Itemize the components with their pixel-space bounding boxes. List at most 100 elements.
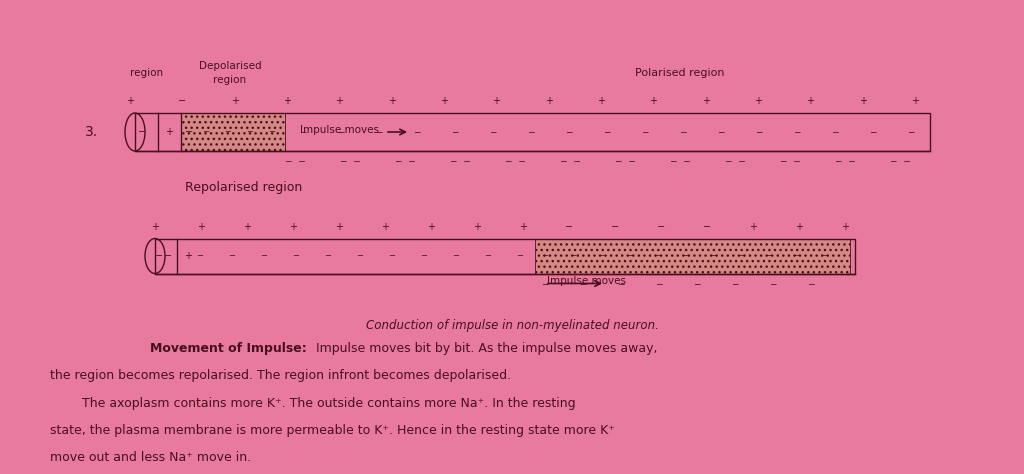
Text: −: − — [260, 252, 267, 261]
Text: +: + — [126, 96, 134, 106]
Text: −: − — [414, 128, 421, 137]
Text: −: − — [299, 128, 307, 137]
Text: +: + — [841, 221, 849, 231]
Text: −: − — [155, 251, 163, 261]
Text: region: region — [130, 68, 164, 78]
Text: −: − — [337, 128, 345, 137]
Text: 3.: 3. — [85, 125, 98, 139]
Text: −: − — [138, 127, 146, 137]
Text: +: + — [151, 221, 159, 231]
Text: −: − — [657, 221, 665, 231]
Text: +: + — [545, 96, 553, 106]
Text: −: − — [611, 221, 620, 231]
Text: Impulse moves: Impulse moves — [300, 125, 379, 135]
Text: +: + — [806, 96, 814, 106]
Text: −: − — [617, 280, 625, 289]
Text: −  −: − − — [450, 157, 470, 166]
Text: +: + — [519, 221, 527, 231]
Text: −: − — [565, 221, 573, 231]
Text: +: + — [184, 251, 193, 261]
Text: +: + — [335, 96, 343, 106]
Text: Depolarised: Depolarised — [199, 61, 261, 71]
Text: −  −: − − — [614, 157, 635, 166]
Text: −  −: − − — [505, 157, 525, 166]
Text: −  −: − − — [285, 157, 305, 166]
Text: −: − — [164, 251, 172, 261]
Text: Polarised region: Polarised region — [635, 68, 725, 78]
Text: +: + — [597, 96, 605, 106]
Text: −  −: − − — [560, 157, 581, 166]
Text: −: − — [626, 252, 633, 261]
Text: −: − — [516, 252, 523, 261]
Text: +: + — [754, 96, 762, 106]
Text: −: − — [597, 252, 604, 261]
Bar — [535, 238, 850, 273]
Text: +: + — [749, 221, 757, 231]
Text: region: region — [213, 75, 247, 85]
Text: −: − — [794, 128, 801, 137]
Text: +: + — [493, 96, 501, 106]
Text: −: − — [542, 252, 549, 261]
Text: −: − — [224, 128, 231, 137]
Text: −: − — [268, 128, 275, 137]
Text: +: + — [649, 96, 657, 106]
Text: −: − — [679, 128, 687, 137]
Text: −: − — [641, 128, 649, 137]
Text: +: + — [335, 221, 343, 231]
Text: Impulse moves: Impulse moves — [547, 276, 626, 286]
Text: +: + — [230, 96, 239, 106]
Text: move out and less Na⁺ move in.: move out and less Na⁺ move in. — [50, 451, 251, 464]
Text: +: + — [166, 127, 173, 137]
Text: −: − — [325, 252, 332, 261]
Text: −: − — [710, 252, 717, 261]
Text: −: − — [542, 280, 549, 289]
Bar — [155, 238, 855, 273]
Text: −: − — [569, 252, 577, 261]
Text: −: − — [580, 280, 587, 289]
Text: −  −: − − — [779, 157, 801, 166]
Text: −: − — [565, 128, 572, 137]
Bar — [181, 113, 285, 151]
Text: −: − — [682, 252, 688, 261]
Text: −: − — [821, 252, 828, 261]
Text: −  −: − − — [890, 157, 910, 166]
Text: −: − — [655, 280, 663, 289]
Text: −: − — [375, 128, 383, 137]
Text: −: − — [756, 128, 763, 137]
Text: −  −: − − — [835, 157, 855, 166]
Text: Conduction of impulse in non-myelinated neuron.: Conduction of impulse in non-myelinated … — [366, 319, 658, 332]
Text: +: + — [243, 221, 251, 231]
Text: +: + — [197, 221, 205, 231]
Text: −: − — [907, 128, 914, 137]
Text: −: − — [807, 280, 815, 289]
Text: −: − — [453, 252, 460, 261]
Text: −  −: − − — [394, 157, 416, 166]
Text: −: − — [717, 128, 725, 137]
Text: −: − — [293, 252, 299, 261]
Text: −: − — [702, 221, 711, 231]
Text: Impulse moves bit by bit. As the impulse moves away,: Impulse moves bit by bit. As the impulse… — [312, 342, 657, 355]
Text: −: − — [489, 128, 497, 137]
Text: state, the plasma membrane is more permeable to K⁺. Hence in the resting state m: state, the plasma membrane is more perme… — [50, 424, 614, 437]
Text: +: + — [859, 96, 866, 106]
Text: −: − — [737, 252, 744, 261]
Text: −: − — [527, 128, 535, 137]
Text: −: − — [603, 128, 610, 137]
Text: +: + — [283, 96, 291, 106]
Text: −: − — [831, 128, 839, 137]
Text: −: − — [731, 280, 738, 289]
Text: +: + — [911, 96, 919, 106]
Text: −: − — [203, 128, 210, 137]
Text: −: − — [388, 252, 395, 261]
Text: −: − — [452, 128, 459, 137]
Text: +: + — [289, 221, 297, 231]
Text: the region becomes repolarised. The region infront becomes depolarised.: the region becomes repolarised. The regi… — [50, 369, 511, 382]
Text: −: − — [197, 252, 204, 261]
Text: Repolarised region: Repolarised region — [185, 181, 302, 193]
Text: −: − — [869, 128, 877, 137]
Text: −  −: − − — [670, 157, 690, 166]
Text: Movement of Impulse:: Movement of Impulse: — [150, 342, 307, 355]
Text: −: − — [769, 280, 777, 289]
Text: +: + — [388, 96, 395, 106]
Text: −: − — [247, 128, 254, 137]
